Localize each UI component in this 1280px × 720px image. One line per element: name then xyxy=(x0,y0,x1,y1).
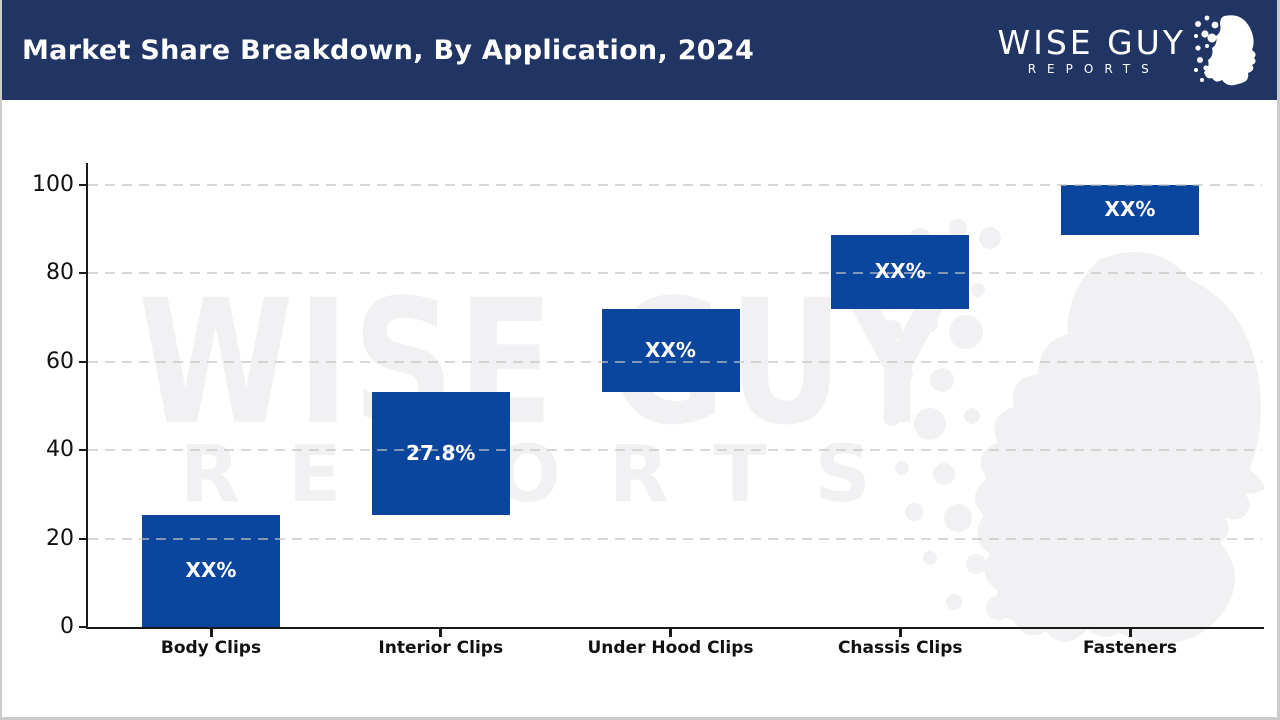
gridline-40 xyxy=(88,449,1262,452)
y-tick-label-100: 100 xyxy=(32,172,74,197)
bar-label-0: XX% xyxy=(185,558,237,583)
logo-text: WISE GUY REPORTS xyxy=(997,26,1186,75)
x-tick-label-0: Body Clips xyxy=(160,638,262,658)
bar-3 xyxy=(831,234,970,309)
x-tick-label-4: Fasteners xyxy=(1083,638,1177,658)
bar-0 xyxy=(142,515,280,627)
y-tick-mark-60 xyxy=(79,360,86,363)
header-bar: Market Share Breakdown, By Application, … xyxy=(0,0,1280,100)
gridline-60 xyxy=(88,360,1262,363)
watermark-face-icon xyxy=(882,219,1266,644)
chart-title: Market Share Breakdown, By Application, … xyxy=(22,34,755,66)
y-tick-mark-40 xyxy=(79,449,86,452)
x-tick-label-3: Chassis Clips xyxy=(837,638,963,658)
x-tick-mark-1 xyxy=(439,629,443,637)
x-tick-label-1: Interior Clips xyxy=(378,638,504,658)
x-tick-mark-3 xyxy=(898,629,902,637)
y-tick-label-40: 40 xyxy=(46,437,74,463)
bar-4 xyxy=(1061,185,1199,235)
logo-wordmark: WISE GUY xyxy=(997,22,1186,62)
wise-guy-logo: WISE GUY REPORTS xyxy=(997,10,1258,90)
x-axis-line xyxy=(86,627,1264,629)
y-axis-line xyxy=(86,163,88,629)
y-tick-label-20: 20 xyxy=(46,525,74,551)
y-tick-mark-0 xyxy=(79,626,86,628)
y-tick-mark-100 xyxy=(79,184,86,186)
y-tick-label-0: 0 xyxy=(60,614,74,639)
bar-2 xyxy=(601,308,740,393)
y-tick-label-60: 60 xyxy=(46,348,74,374)
gridline-20 xyxy=(88,537,1262,540)
y-tick-mark-20 xyxy=(79,537,86,540)
logo-subtitle: REPORTS xyxy=(1027,61,1160,76)
logo-face-icon xyxy=(1194,15,1256,86)
y-tick-label-80: 80 xyxy=(46,260,74,286)
gridline-100 xyxy=(88,184,1262,186)
x-tick-mark-0 xyxy=(209,629,213,637)
x-tick-label-2: Under Hood Clips xyxy=(587,638,754,658)
bar-label-4: XX% xyxy=(1104,196,1156,221)
y-tick-mark-80 xyxy=(79,272,86,275)
watermark-line2: REPORTS xyxy=(180,430,919,520)
gridline-80 xyxy=(88,272,1262,275)
bar-1 xyxy=(371,392,510,516)
bar-label-3: XX% xyxy=(874,258,926,283)
x-tick-mark-4 xyxy=(1128,629,1132,637)
x-tick-mark-2 xyxy=(669,629,672,637)
bar-label-1: 27.8% xyxy=(406,440,476,465)
bar-label-2: XX% xyxy=(645,337,696,362)
